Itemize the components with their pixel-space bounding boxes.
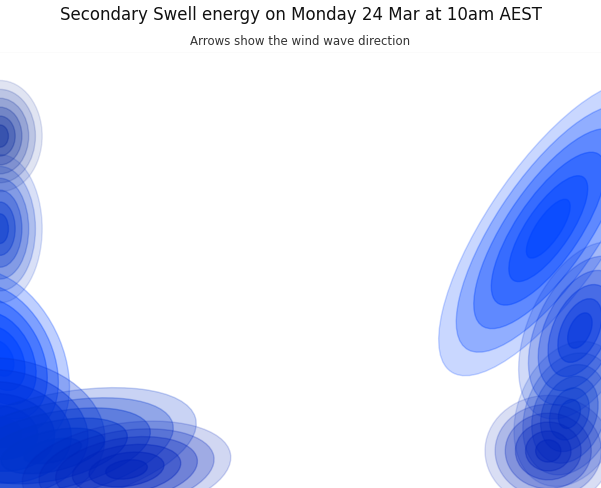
Ellipse shape <box>0 298 47 419</box>
Ellipse shape <box>0 341 14 376</box>
Ellipse shape <box>0 214 8 244</box>
Ellipse shape <box>0 202 15 255</box>
Ellipse shape <box>528 256 601 405</box>
Ellipse shape <box>89 452 164 487</box>
Ellipse shape <box>485 395 601 488</box>
Ellipse shape <box>0 155 42 303</box>
Ellipse shape <box>568 313 592 348</box>
Ellipse shape <box>532 365 601 463</box>
Ellipse shape <box>0 81 42 192</box>
Ellipse shape <box>540 376 598 451</box>
Ellipse shape <box>0 269 70 447</box>
Ellipse shape <box>0 98 29 174</box>
Ellipse shape <box>0 116 15 156</box>
Ellipse shape <box>538 270 601 391</box>
Ellipse shape <box>0 312 36 405</box>
Text: Secondary Swell energy on Monday 24 Mar at 10am AEST: Secondary Swell energy on Monday 24 Mar … <box>59 6 542 24</box>
Ellipse shape <box>514 341 601 487</box>
Text: Arrows show the wind wave direction: Arrows show the wind wave direction <box>191 35 410 48</box>
Ellipse shape <box>0 178 29 279</box>
Ellipse shape <box>505 413 591 488</box>
Ellipse shape <box>0 358 105 488</box>
Ellipse shape <box>439 81 601 376</box>
Ellipse shape <box>526 199 570 258</box>
Ellipse shape <box>0 89 35 183</box>
Ellipse shape <box>56 437 197 488</box>
Ellipse shape <box>0 418 21 447</box>
Ellipse shape <box>72 445 181 488</box>
Ellipse shape <box>0 406 38 459</box>
Ellipse shape <box>495 404 601 488</box>
Ellipse shape <box>0 418 127 484</box>
Ellipse shape <box>558 299 601 363</box>
Ellipse shape <box>456 105 601 352</box>
Ellipse shape <box>525 431 571 471</box>
Ellipse shape <box>474 129 601 328</box>
Ellipse shape <box>548 285 601 377</box>
Ellipse shape <box>491 152 601 305</box>
Ellipse shape <box>519 242 601 419</box>
Ellipse shape <box>106 460 147 479</box>
Ellipse shape <box>0 166 35 291</box>
Ellipse shape <box>0 284 58 433</box>
Ellipse shape <box>549 388 590 440</box>
Ellipse shape <box>509 176 588 282</box>
Ellipse shape <box>558 399 581 428</box>
Ellipse shape <box>0 398 173 488</box>
Ellipse shape <box>0 382 72 483</box>
Ellipse shape <box>516 422 581 480</box>
Ellipse shape <box>0 107 22 165</box>
Ellipse shape <box>535 440 561 462</box>
Ellipse shape <box>39 429 214 488</box>
Ellipse shape <box>523 353 601 475</box>
Ellipse shape <box>1 428 105 474</box>
Ellipse shape <box>0 326 25 390</box>
Ellipse shape <box>0 370 88 488</box>
Ellipse shape <box>0 125 8 147</box>
Ellipse shape <box>0 394 55 471</box>
Ellipse shape <box>0 387 197 488</box>
Ellipse shape <box>22 421 231 488</box>
Ellipse shape <box>0 190 22 267</box>
Ellipse shape <box>24 438 81 464</box>
Ellipse shape <box>0 408 150 488</box>
